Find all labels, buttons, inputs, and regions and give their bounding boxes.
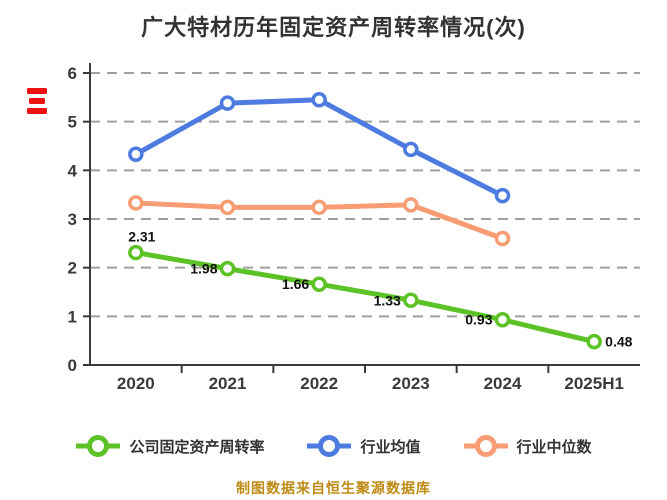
series-line-company xyxy=(133,250,597,345)
x-axis-tick-label: 2021 xyxy=(209,374,247,393)
chart-legend: 公司固定资产周转率 行业均值 行业中位数 xyxy=(0,434,667,458)
line-chart-plot-area: 0 1 2 3 4 5 6 2020 2021 2022 2023 2024 2025H1 2.31 1.9… xyxy=(68,63,640,393)
data-point-label: 1.66 xyxy=(282,276,309,292)
data-point-label: 2.31 xyxy=(128,229,155,245)
data-point-company xyxy=(311,276,327,292)
legend-marker-industry-median-icon xyxy=(463,435,508,457)
legend-label-company: 公司固定资产周转率 xyxy=(129,438,265,456)
legend-item-company-turnover[interactable]: 公司固定资产周转率 xyxy=(75,434,264,458)
data-point-industry_median xyxy=(128,195,144,211)
data-point-industry_mean xyxy=(311,92,327,108)
legend-label-industry-mean: 行业均值 xyxy=(360,438,421,456)
data-point-industry_mean xyxy=(219,95,236,111)
legend-label-industry-median: 行业中位数 xyxy=(516,438,592,456)
y-axis-tick-label: 5 xyxy=(68,113,77,132)
y-axis-tick-label: 0 xyxy=(68,356,77,375)
x-axis-tick-label: 2024 xyxy=(484,374,522,393)
red-logo-icon xyxy=(27,88,47,114)
data-point-company xyxy=(586,333,602,350)
data-point-industry_median xyxy=(219,199,236,216)
y-axis-tick-label: 3 xyxy=(68,210,77,229)
axis-lines xyxy=(89,63,640,366)
data-point-industry_mean xyxy=(128,146,144,163)
x-axis-tick-label: 2020 xyxy=(117,374,155,393)
data-point-company xyxy=(403,292,419,309)
x-axis-tick-label: 2025H1 xyxy=(564,374,624,393)
x-axis-tick-label: 2023 xyxy=(392,374,430,393)
data-point-company xyxy=(219,260,236,277)
data-point-company xyxy=(128,244,144,261)
x-axis-tick-label: 2022 xyxy=(300,374,338,393)
data-point-label: 1.33 xyxy=(374,292,401,308)
data-point-label: 1.98 xyxy=(190,261,217,277)
data-source-note: 制图数据来自恒生聚源数据库 xyxy=(236,480,431,496)
legend-item-industry-median[interactable]: 行业中位数 xyxy=(463,434,592,458)
data-point-label: 0.48 xyxy=(605,334,632,350)
y-axis-tick-label: 4 xyxy=(68,161,78,180)
legend-marker-company-icon xyxy=(76,435,121,457)
series-line-industry_mean xyxy=(133,97,505,199)
data-point-industry_mean xyxy=(403,141,419,158)
legend-item-industry-mean[interactable]: 行业均值 xyxy=(306,434,421,458)
chart-title: 广大特材历年固定资产周转率情况(次) xyxy=(141,15,526,40)
data-point-industry_median xyxy=(494,230,511,247)
data-point-label: 0.93 xyxy=(465,312,492,328)
data-point-industry_mean xyxy=(494,187,511,204)
data-point-industry_median xyxy=(311,199,327,216)
data-point-industry_median xyxy=(403,197,419,213)
y-axis-tick-label: 2 xyxy=(68,259,77,278)
y-axis-tick-label: 1 xyxy=(68,307,77,326)
y-axis-tick-label: 6 xyxy=(68,64,77,83)
red-logo-watermark xyxy=(26,87,48,117)
data-point-company xyxy=(494,311,511,328)
legend-marker-industry-mean-icon xyxy=(307,435,352,457)
